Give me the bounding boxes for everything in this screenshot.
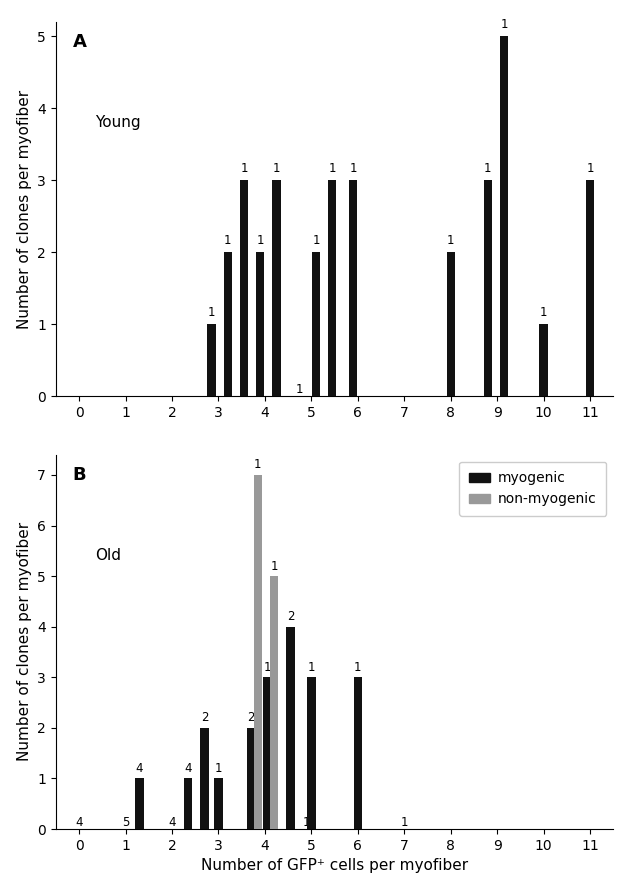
Text: 1: 1	[354, 660, 362, 674]
Bar	[224, 252, 232, 396]
Bar	[586, 181, 594, 396]
Text: 1: 1	[263, 660, 271, 674]
Bar	[184, 779, 192, 829]
Text: 1: 1	[296, 384, 304, 396]
X-axis label: Number of GFP⁺ cells per myofiber: Number of GFP⁺ cells per myofiber	[201, 858, 468, 873]
Bar	[270, 576, 278, 829]
Bar	[312, 252, 320, 396]
Text: 1: 1	[208, 306, 215, 320]
Text: 2: 2	[247, 711, 255, 724]
Text: 1: 1	[401, 816, 408, 829]
Y-axis label: Number of clones per myofiber: Number of clones per myofiber	[16, 522, 32, 762]
Bar	[539, 324, 548, 396]
Text: 1: 1	[254, 458, 261, 472]
Legend: myogenic, non-myogenic: myogenic, non-myogenic	[459, 462, 607, 516]
Bar	[307, 677, 316, 829]
Text: 1: 1	[587, 162, 594, 175]
Text: 5: 5	[122, 816, 129, 829]
Text: 1: 1	[215, 762, 222, 775]
Text: 1: 1	[307, 660, 315, 674]
Text: 1: 1	[256, 234, 264, 247]
Text: 1: 1	[270, 560, 278, 572]
Bar	[254, 475, 262, 829]
Bar	[500, 36, 508, 396]
Text: 1: 1	[303, 816, 311, 829]
Text: Old: Old	[95, 548, 121, 563]
Y-axis label: Number of clones per myofiber: Number of clones per myofiber	[16, 90, 32, 328]
Bar	[214, 779, 222, 829]
Bar	[247, 728, 255, 829]
Bar	[353, 677, 362, 829]
Text: 1: 1	[500, 18, 508, 31]
Text: B: B	[72, 466, 86, 484]
Text: 4: 4	[76, 816, 83, 829]
Text: 1: 1	[350, 162, 357, 175]
Text: 4: 4	[168, 816, 176, 829]
Text: 1: 1	[540, 306, 547, 320]
Bar	[349, 181, 357, 396]
Bar	[263, 677, 272, 829]
Text: 4: 4	[135, 762, 143, 775]
Bar	[135, 779, 144, 829]
Bar	[207, 324, 215, 396]
Text: 1: 1	[328, 162, 336, 175]
Text: 1: 1	[447, 234, 454, 247]
Bar	[200, 728, 209, 829]
Text: Young: Young	[95, 116, 140, 131]
Text: 1: 1	[484, 162, 491, 175]
Text: 1: 1	[240, 162, 248, 175]
Text: 2: 2	[201, 711, 209, 724]
Bar	[272, 181, 281, 396]
Bar	[256, 252, 265, 396]
Text: 2: 2	[287, 611, 294, 623]
Bar	[328, 181, 336, 396]
Text: 1: 1	[224, 234, 231, 247]
Text: A: A	[72, 33, 86, 51]
Text: 1: 1	[273, 162, 280, 175]
Bar	[484, 181, 492, 396]
Text: 1: 1	[312, 234, 320, 247]
Bar	[447, 252, 455, 396]
Bar	[240, 181, 248, 396]
Bar	[286, 627, 295, 829]
Text: 4: 4	[185, 762, 192, 775]
